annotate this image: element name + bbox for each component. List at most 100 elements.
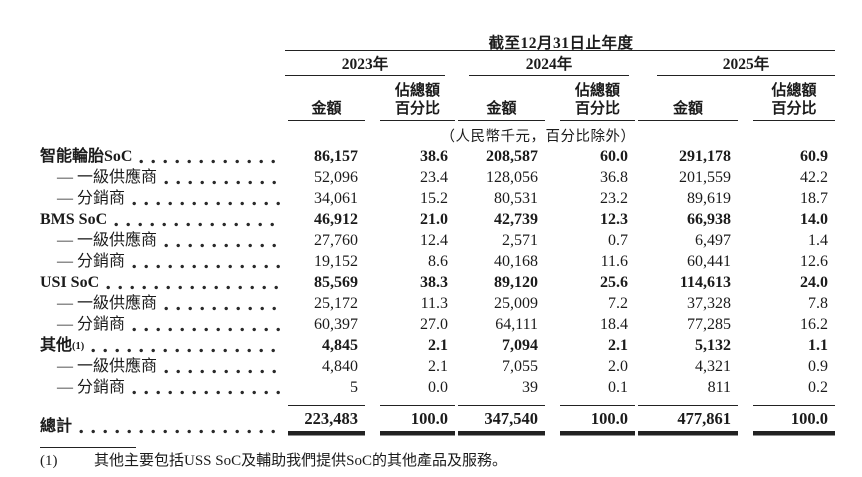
cell-percent: 14.0 <box>738 209 835 230</box>
cell-value: 0.7 <box>608 232 629 249</box>
row-label-box: — 分銷商 <box>40 188 285 209</box>
footnote-marker: (1) <box>40 453 58 469</box>
col-header-amount-2023: 金額 <box>285 76 365 121</box>
table-row: — 分銷商 5 0.0 39 0.1 811 0.2 <box>40 377 835 398</box>
cell-amount: 80,531 <box>455 188 545 209</box>
cell-value: 6,497 <box>695 232 732 249</box>
row-label-box: — 分銷商 <box>40 377 285 398</box>
cell-value: 60,397 <box>314 316 358 333</box>
row-label: BMS SoC <box>40 209 285 230</box>
cell-amount: 64,111 <box>455 314 545 335</box>
cell-amount: 201,559 <box>635 167 738 188</box>
cell-percent: 60.0 <box>545 146 635 167</box>
cell-amount: 25,009 <box>455 293 545 314</box>
cell-amount: 39 <box>455 377 545 398</box>
amount-label: 金額 <box>288 100 365 121</box>
cell-percent: 0.0 <box>365 377 455 398</box>
spacer-row <box>40 398 835 405</box>
cell-amount: 89,120 <box>455 272 545 293</box>
cell-value: 2.1 <box>428 358 449 375</box>
label-text: — 一級供應商 <box>57 295 158 312</box>
row-label-box: — 一級供應商 <box>40 356 285 377</box>
col-header-percent-2025: 佔總額 百分比 <box>738 76 836 121</box>
empty-corner-cell <box>40 51 285 77</box>
dot-leader <box>164 369 282 374</box>
cell-amount: 208,587 <box>455 146 545 167</box>
cell-percent: 42.2 <box>738 167 835 188</box>
row-label: USI SoC <box>40 272 285 293</box>
cell-percent: 27.0 <box>365 314 455 335</box>
label-text: — 分銷商 <box>57 253 126 270</box>
cell-value: 77,285 <box>687 316 732 333</box>
col-header-amount-2024: 金額 <box>455 76 546 121</box>
cell-amount: 4,321 <box>635 356 738 377</box>
dot-leader <box>91 348 282 353</box>
cell-amount: 7,094 <box>455 335 545 356</box>
cell-value: 12.4 <box>420 232 449 249</box>
footnote-separator <box>40 447 136 448</box>
cell-value: 23.4 <box>420 169 449 186</box>
year-header-row: 2023年 2024年 2025年 <box>40 50 836 77</box>
cell-percent: 16.2 <box>738 314 835 335</box>
cell-amount: 46,912 <box>285 209 365 230</box>
cell-value: 1.4 <box>808 232 829 249</box>
cell-amount: 4,840 <box>285 356 365 377</box>
cell-amount: 85,569 <box>285 272 365 293</box>
row-label-box: USI SoC <box>40 272 285 293</box>
cell-percent: 18.7 <box>738 188 835 209</box>
label-text: 其他 <box>40 337 73 354</box>
cell-amount: 60,441 <box>635 251 738 272</box>
cell-percent: 38.3 <box>365 272 455 293</box>
table-row: — 一級供應商 4,840 2.1 7,055 2.0 4,321 0.9 <box>40 356 835 377</box>
empty-corner-cell <box>40 76 285 121</box>
cell-value: 0.0 <box>428 379 449 396</box>
cell-total-amount-2024: 347,540 <box>455 405 546 437</box>
cell-value: 37,328 <box>687 295 732 312</box>
row-label-box: — 一級供應商 <box>40 293 285 314</box>
cell-value: 12.3 <box>600 211 629 228</box>
cell-value: 128,056 <box>486 169 539 186</box>
cell-value: 2.1 <box>428 337 449 354</box>
table-row: — 一級供應商 27,760 12.4 2,571 0.7 6,497 1.4 <box>40 230 835 251</box>
cell-percent: 25.6 <box>545 272 635 293</box>
table-row: 智能輪胎SoC 86,157 38.6 208,587 60.0 291,178 60.9 <box>40 146 835 167</box>
cell-percent: 38.6 <box>365 146 455 167</box>
cell-percent: 1.4 <box>738 230 835 251</box>
cell-value: 34,061 <box>314 190 358 207</box>
dot-leader <box>106 285 282 290</box>
cell-total-amount-2025: 477,861 <box>635 405 739 437</box>
cell-value: 89,619 <box>687 190 732 207</box>
row-label-total: 總計 <box>40 405 285 437</box>
cell-amount: 4,845 <box>285 335 365 356</box>
row-label-box: — 分銷商 <box>40 314 285 335</box>
cell-amount: 77,285 <box>635 314 738 335</box>
cell-percent: 2.0 <box>545 356 635 377</box>
row-label-box: 智能輪胎SoC <box>40 146 285 167</box>
cell-percent: 2.1 <box>365 335 455 356</box>
cell-value: 4,845 <box>322 337 358 354</box>
label-text: BMS SoC <box>40 211 108 228</box>
cell-percent: 60.9 <box>738 146 835 167</box>
cell-value: 42,739 <box>494 211 539 228</box>
cell-value: 42.2 <box>800 169 829 186</box>
cell-value: 27.0 <box>420 316 449 333</box>
table-row: — 一級供應商 52,096 23.4 128,056 36.8 201,559 42.2 <box>40 167 835 188</box>
cell-value: 11.3 <box>420 295 449 312</box>
cell-percent: 8.6 <box>365 251 455 272</box>
dot-leader <box>164 180 282 185</box>
cell-amount: 114,613 <box>635 272 738 293</box>
row-label-box: — 分銷商 <box>40 251 285 272</box>
cell-percent: 0.9 <box>738 356 835 377</box>
cell-amount: 27,760 <box>285 230 365 251</box>
cell-value: 46,912 <box>314 211 358 228</box>
cell-value: 89,120 <box>494 274 539 291</box>
cell-value: 2,571 <box>502 232 539 249</box>
cell-percent: 11.6 <box>545 251 635 272</box>
cell-percent: 21.0 <box>365 209 455 230</box>
cell-value: 4,321 <box>695 358 732 375</box>
cell-value: 11.6 <box>600 253 629 270</box>
cell-percent: 36.8 <box>545 167 635 188</box>
row-label: — 分銷商 <box>40 188 285 209</box>
cell-value: 811 <box>707 379 732 396</box>
cell-amount: 60,397 <box>285 314 365 335</box>
